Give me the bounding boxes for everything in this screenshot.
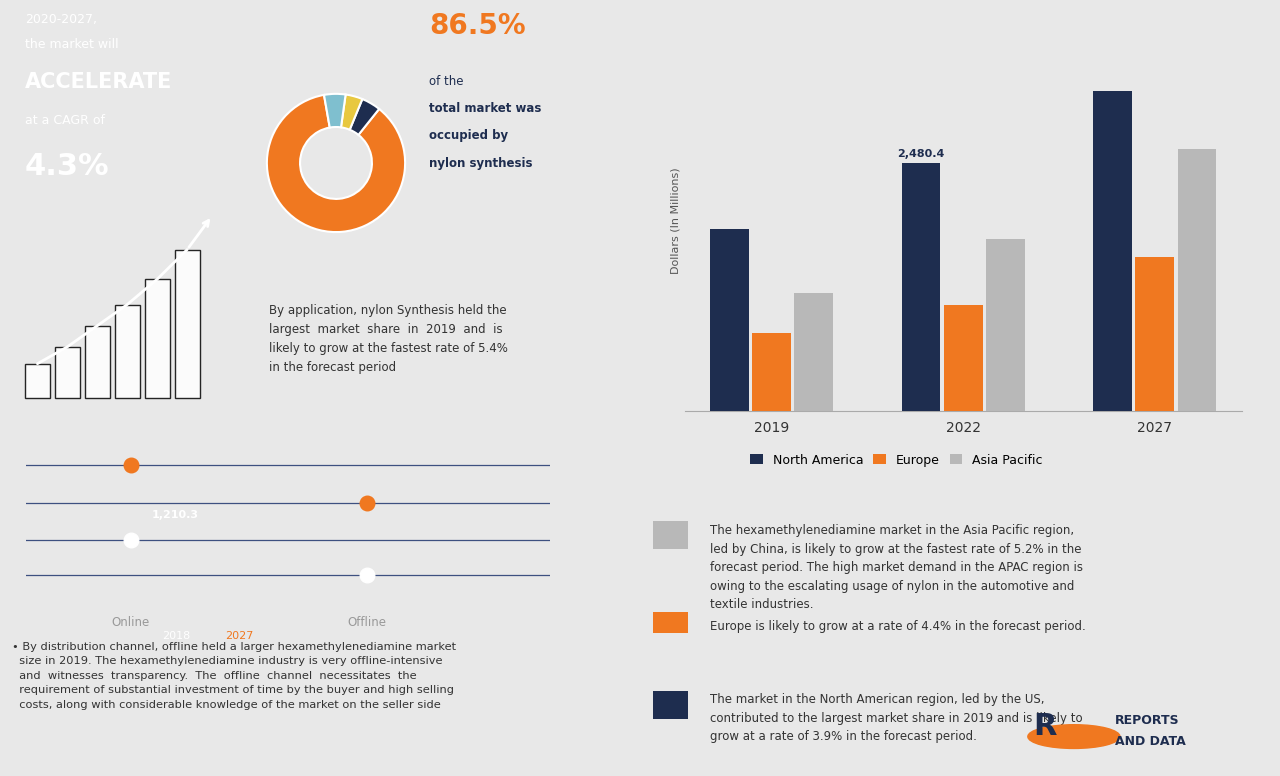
Text: By application, nylon Synthesis held the
largest  market  share  in  2019  and  : By application, nylon Synthesis held the… [269, 303, 507, 374]
FancyBboxPatch shape [653, 612, 687, 632]
Text: The market in the North American region, led by the US,
contributed to the large: The market in the North American region,… [709, 693, 1083, 743]
FancyBboxPatch shape [115, 304, 140, 397]
FancyBboxPatch shape [174, 250, 200, 397]
Point [131, 630, 151, 643]
FancyBboxPatch shape [26, 364, 50, 397]
Wedge shape [324, 94, 346, 127]
Text: ACCELERATE: ACCELERATE [26, 72, 173, 92]
Text: 86.5%: 86.5% [429, 12, 525, 40]
Point [356, 568, 378, 580]
Point [356, 497, 378, 509]
Text: • By distribution channel, offline held a larger hexamethylenediamine market
  s: • By distribution channel, offline held … [12, 642, 456, 709]
Bar [710, 229, 749, 411]
FancyBboxPatch shape [84, 326, 110, 397]
FancyBboxPatch shape [653, 691, 687, 719]
Wedge shape [340, 95, 362, 130]
Text: 4.3%: 4.3% [26, 152, 110, 182]
Text: nylon synthesis: nylon synthesis [429, 157, 532, 169]
Bar [753, 333, 791, 411]
Text: the market will: the market will [26, 38, 119, 51]
Bar [901, 163, 941, 411]
Point [120, 459, 141, 472]
Text: The hexamethylenediamine market in the Asia Pacific region,
led by China, is lik: The hexamethylenediamine market in the A… [709, 524, 1083, 611]
Text: AND DATA: AND DATA [1115, 736, 1185, 748]
Legend: North America, Europe, Asia Pacific: North America, Europe, Asia Pacific [745, 449, 1047, 472]
FancyBboxPatch shape [145, 279, 170, 397]
Bar [986, 239, 1025, 411]
Point [120, 534, 141, 546]
Bar [795, 293, 833, 411]
Circle shape [1028, 725, 1120, 748]
Bar [943, 305, 983, 411]
Text: Online: Online [111, 615, 150, 629]
Text: 2,480.4: 2,480.4 [897, 149, 945, 159]
Text: R: R [1033, 712, 1056, 741]
Text: REPORTS: REPORTS [1115, 714, 1179, 727]
Wedge shape [349, 99, 379, 135]
FancyBboxPatch shape [55, 347, 79, 397]
Text: 2020-2027,: 2020-2027, [26, 12, 97, 26]
Text: of the: of the [429, 74, 463, 88]
Text: 2018: 2018 [163, 631, 191, 641]
Text: Offline: Offline [347, 615, 387, 629]
Text: 1,210.3: 1,210.3 [151, 510, 198, 520]
Text: 2027: 2027 [225, 631, 253, 641]
Point [193, 630, 214, 643]
Text: occupied by: occupied by [429, 130, 508, 142]
Y-axis label: Dollars (In Millions): Dollars (In Millions) [671, 168, 681, 275]
Wedge shape [268, 95, 404, 232]
Text: total market was: total market was [429, 102, 541, 115]
FancyBboxPatch shape [653, 521, 687, 549]
Text: Europe is likely to grow at a rate of 4.4% in the forecast period.: Europe is likely to grow at a rate of 4.… [709, 620, 1085, 633]
Text: at a CAGR of: at a CAGR of [26, 114, 105, 127]
Bar [1135, 257, 1174, 411]
Bar [1178, 149, 1216, 411]
Bar [1093, 91, 1132, 411]
